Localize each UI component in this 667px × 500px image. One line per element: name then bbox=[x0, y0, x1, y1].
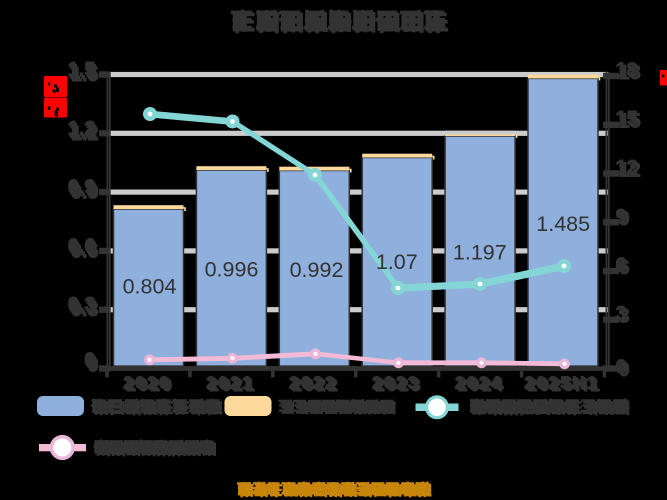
svg-text:2023: 2023 bbox=[372, 373, 420, 393]
svg-text:0.3: 0.3 bbox=[71, 299, 99, 321]
svg-text:1.2: 1.2 bbox=[68, 118, 96, 140]
svg-text:2022: 2022 bbox=[291, 374, 339, 394]
svg-text:12: 12 bbox=[619, 159, 641, 181]
svg-text:2021: 2021 bbox=[209, 375, 257, 395]
svg-text:2020: 2020 bbox=[125, 374, 173, 394]
svg-text:9: 9 bbox=[616, 206, 627, 228]
svg-text:2024: 2024 bbox=[455, 373, 503, 393]
svg-text:1.2: 1.2 bbox=[71, 123, 99, 145]
svg-text:2025H1: 2025H1 bbox=[528, 375, 603, 395]
svg-text:2022: 2022 bbox=[292, 375, 340, 395]
svg-text:0.992: 0.992 bbox=[290, 258, 344, 282]
svg-text:1.5: 1.5 bbox=[69, 62, 97, 84]
svg-text:0: 0 bbox=[84, 350, 95, 372]
svg-text:2021: 2021 bbox=[208, 374, 256, 394]
svg-text:2020: 2020 bbox=[127, 375, 175, 395]
svg-text:0.9: 0.9 bbox=[71, 182, 99, 204]
svg-text:2025H1: 2025H1 bbox=[524, 373, 599, 393]
svg-text:6: 6 bbox=[619, 257, 630, 279]
svg-text:15: 15 bbox=[616, 108, 638, 130]
svg-text:0.9: 0.9 bbox=[69, 179, 97, 201]
svg-text:2023: 2023 bbox=[375, 375, 423, 395]
svg-text:1.5: 1.5 bbox=[68, 59, 96, 81]
svg-text:9: 9 bbox=[619, 208, 630, 230]
svg-text:18: 18 bbox=[619, 62, 641, 84]
svg-text:2020: 2020 bbox=[123, 373, 171, 393]
svg-text:0.6: 0.6 bbox=[69, 238, 97, 260]
svg-text:1.197: 1.197 bbox=[453, 240, 507, 264]
svg-text:0.3: 0.3 bbox=[68, 294, 96, 316]
svg-text:3: 3 bbox=[616, 303, 627, 325]
svg-text:12: 12 bbox=[616, 157, 638, 179]
svg-text:2021: 2021 bbox=[206, 373, 254, 393]
svg-text:2025H1: 2025H1 bbox=[526, 374, 601, 394]
svg-text:3: 3 bbox=[619, 306, 630, 328]
svg-text:18: 18 bbox=[616, 60, 638, 82]
svg-text:2024: 2024 bbox=[458, 375, 506, 395]
svg-text:1.2: 1.2 bbox=[69, 120, 97, 142]
svg-text:0.6: 0.6 bbox=[68, 235, 96, 257]
svg-text:15: 15 bbox=[619, 111, 641, 133]
svg-text:0.3: 0.3 bbox=[69, 297, 97, 319]
svg-text:0: 0 bbox=[88, 355, 99, 377]
svg-text:1.485: 1.485 bbox=[536, 212, 590, 236]
svg-text:6: 6 bbox=[616, 255, 627, 277]
svg-text:2022: 2022 bbox=[289, 373, 337, 393]
svg-text:1.07: 1.07 bbox=[376, 250, 418, 274]
svg-text:0.6: 0.6 bbox=[71, 240, 99, 262]
svg-text:0.9: 0.9 bbox=[68, 177, 96, 199]
svg-text:1.5: 1.5 bbox=[71, 64, 99, 86]
svg-text:0: 0 bbox=[619, 359, 630, 381]
svg-text:2024: 2024 bbox=[456, 374, 504, 394]
svg-text:0: 0 bbox=[616, 357, 627, 379]
svg-text:2023: 2023 bbox=[374, 374, 422, 394]
svg-text:0.804: 0.804 bbox=[123, 274, 177, 298]
svg-text:0.996: 0.996 bbox=[205, 257, 259, 281]
svg-text:0: 0 bbox=[86, 352, 97, 374]
